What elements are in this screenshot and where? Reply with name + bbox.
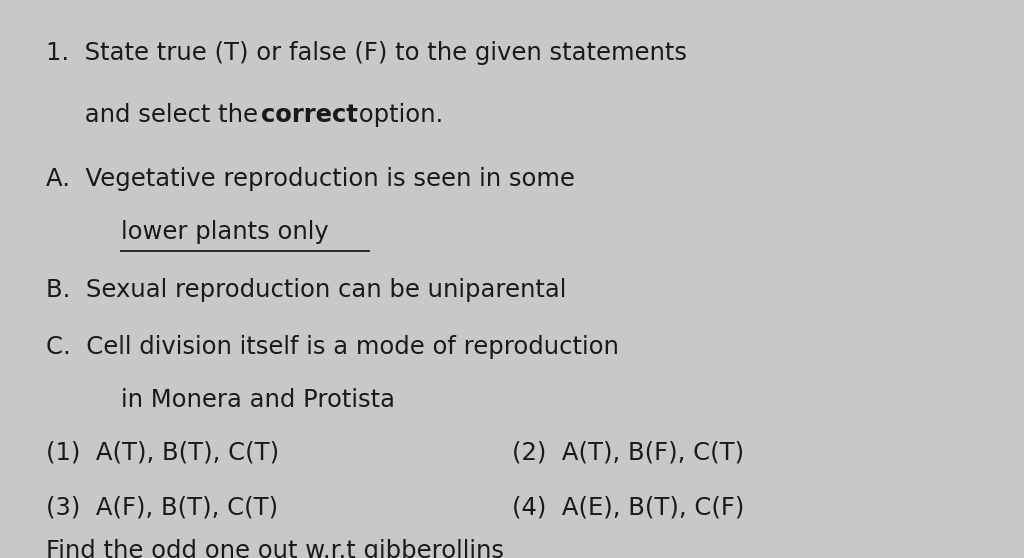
Text: (2)  A(T), B(F), C(T): (2) A(T), B(F), C(T) <box>512 440 744 464</box>
Text: C.  Cell division itself is a mode of reproduction: C. Cell division itself is a mode of rep… <box>46 335 618 359</box>
Text: (4)  A(E), B(T), C(F): (4) A(E), B(T), C(F) <box>512 496 744 519</box>
Text: Find the odd one out w.r.t gibberollins: Find the odd one out w.r.t gibberollins <box>46 539 504 558</box>
Text: option.: option. <box>351 103 443 127</box>
Text: and select the: and select the <box>46 103 266 127</box>
Text: B.  Sexual reproduction can be uniparental: B. Sexual reproduction can be uniparenta… <box>46 277 566 301</box>
Text: A.  Vegetative reproduction is seen in some: A. Vegetative reproduction is seen in so… <box>46 167 574 191</box>
Text: in Monera and Protista: in Monera and Protista <box>121 388 395 412</box>
Text: correct: correct <box>261 103 358 127</box>
Text: (1)  A(T), B(T), C(T): (1) A(T), B(T), C(T) <box>46 440 280 464</box>
Text: (3)  A(F), B(T), C(T): (3) A(F), B(T), C(T) <box>46 496 279 519</box>
Text: 1.  State true (T) or false (F) to the given statements: 1. State true (T) or false (F) to the gi… <box>46 41 687 65</box>
Text: lower plants only: lower plants only <box>121 220 329 244</box>
